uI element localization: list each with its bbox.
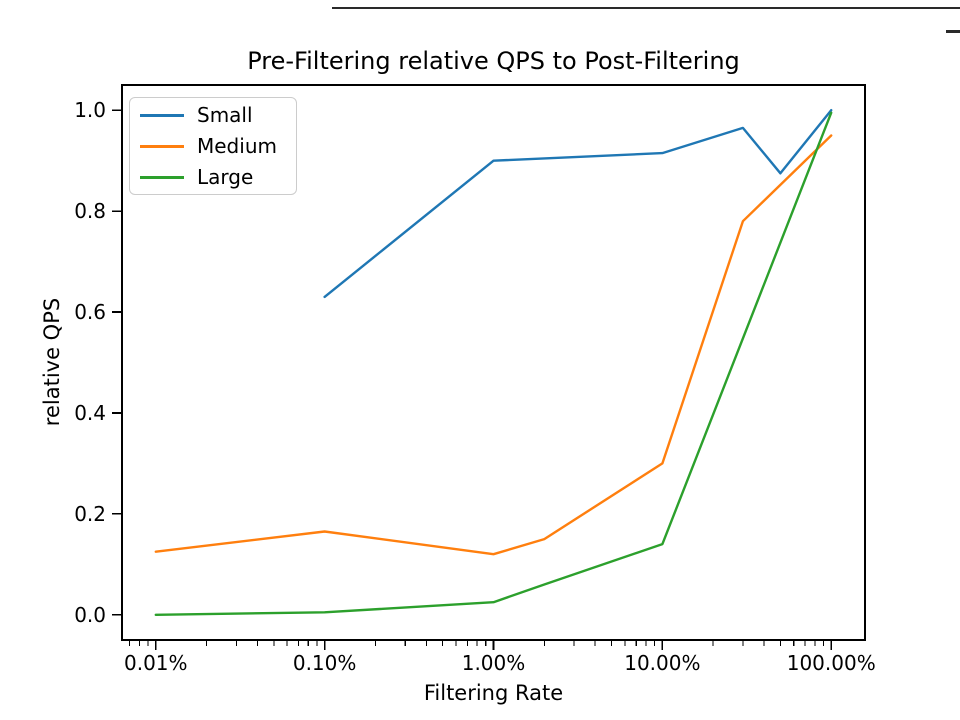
top-border-artifact xyxy=(332,7,960,9)
y-tick-label: 0.0 xyxy=(74,602,106,627)
y-tick-label: 0.6 xyxy=(74,300,106,325)
legend-entry-large: Large xyxy=(140,164,286,189)
x-tick-label: 100.00% xyxy=(786,651,876,675)
top-right-artifact xyxy=(946,30,960,33)
legend-line-swatch xyxy=(140,175,184,179)
series-large-line xyxy=(154,111,833,616)
x-axis-label: Filtering Rate xyxy=(423,681,564,705)
y-tick-label: 0.2 xyxy=(74,501,106,526)
series-medium-line xyxy=(154,134,833,556)
legend-line-swatch xyxy=(140,113,184,117)
x-tick-label: 10.00% xyxy=(624,651,701,675)
legend-entry-small: Small xyxy=(140,102,286,127)
chart-title: Pre-Filtering relative QPS to Post-Filte… xyxy=(247,47,740,75)
legend-label: Medium xyxy=(197,133,277,158)
x-tick-label: 0.01% xyxy=(123,651,188,675)
y-tick-label: 0.4 xyxy=(74,400,106,425)
x-tick-label: 0.10% xyxy=(292,651,357,675)
legend-line-swatch xyxy=(140,144,184,148)
x-tick-label: 1.00% xyxy=(461,651,526,675)
legend: Small Medium Large xyxy=(129,97,297,195)
y-tick-label: 1.0 xyxy=(74,98,106,123)
legend-entry-medium: Medium xyxy=(140,133,286,158)
legend-label: Large xyxy=(197,164,254,189)
y-tick-label: 0.8 xyxy=(74,199,106,224)
legend-label: Small xyxy=(197,102,253,127)
series-small-line xyxy=(323,108,833,299)
